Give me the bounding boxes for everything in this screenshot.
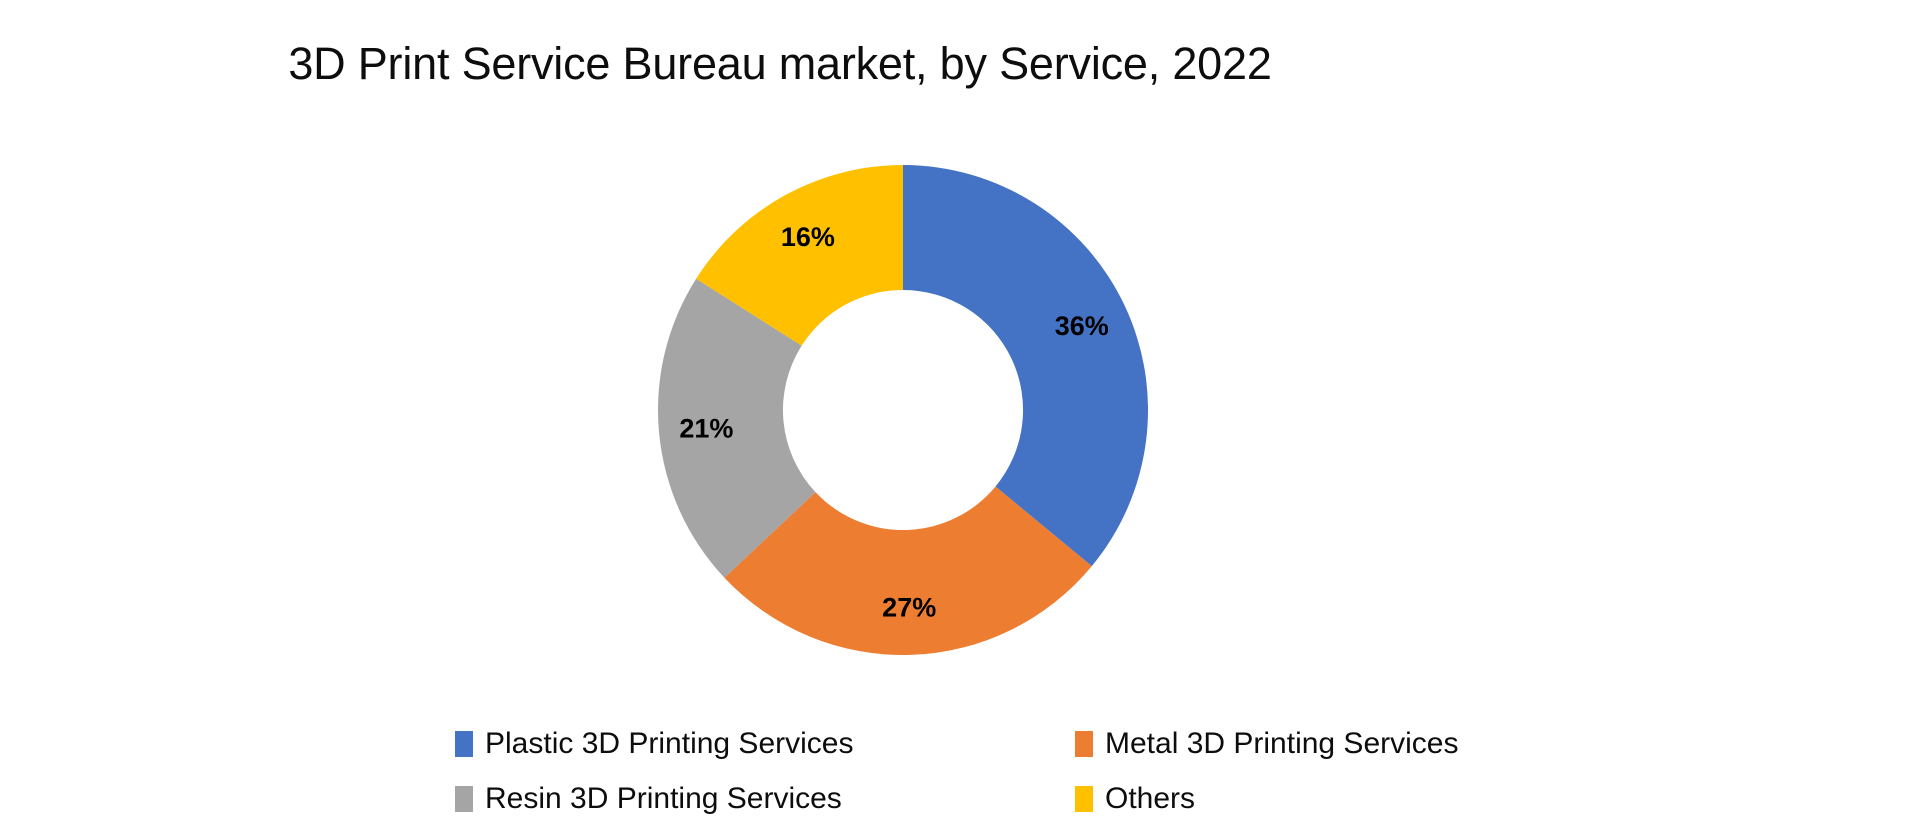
legend-item-label: Metal 3D Printing Services — [1105, 726, 1459, 760]
chart-title: 3D Print Service Bureau market, by Servi… — [288, 38, 1272, 89]
donut-label-group: 36% 27% 21% 16% — [679, 222, 1108, 623]
donut-slice[interactable] — [903, 165, 1148, 567]
donut-slice-value-label: 21% — [679, 414, 733, 444]
donut-slice-value-label: 16% — [781, 222, 835, 252]
donut-chart: 36% 27% 21% 16% — [658, 165, 1148, 655]
legend-item-label: Plastic 3D Printing Services — [485, 726, 854, 760]
donut-slice-value-label: 27% — [882, 592, 936, 622]
donut-chart-svg: 36% 27% 21% 16% — [658, 165, 1148, 655]
legend-item-label: Others — [1105, 781, 1196, 815]
donut-slice[interactable] — [696, 165, 903, 346]
legend-color-swatch — [1075, 785, 1093, 812]
legend-item-label: Resin 3D Printing Services — [485, 781, 842, 815]
legend-item[interactable]: Others — [1075, 771, 1458, 826]
donut-slice[interactable] — [658, 278, 816, 578]
legend-color-swatch — [455, 785, 473, 812]
legend-item[interactable]: Plastic 3D Printing Services — [455, 716, 1075, 771]
legend-item[interactable]: Resin 3D Printing Services — [455, 771, 1075, 826]
donut-slice[interactable] — [724, 486, 1092, 655]
legend-color-swatch — [1075, 730, 1093, 757]
legend-item[interactable]: Metal 3D Printing Services — [1075, 716, 1458, 771]
donut-slice-group — [658, 165, 1148, 655]
legend-color-swatch — [455, 730, 473, 757]
donut-slice-value-label: 36% — [1055, 311, 1109, 341]
chart-legend: Plastic 3D Printing Services Metal 3D Pri… — [455, 716, 1458, 826]
